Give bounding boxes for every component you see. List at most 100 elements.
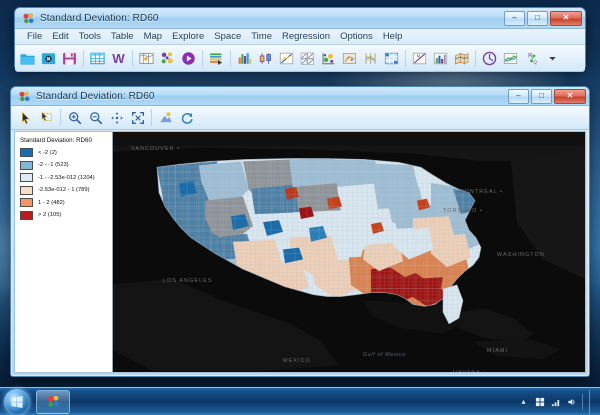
- toolbar-overflow-icon[interactable]: [542, 48, 563, 69]
- open-project-icon[interactable]: [17, 48, 38, 69]
- geoda-main-window[interactable]: Standard Deviation: RD60 – □ ✕ File Edit…: [14, 7, 586, 72]
- map-label-miami: MIAMI: [487, 348, 509, 354]
- menu-explore[interactable]: Explore: [172, 31, 205, 42]
- legend-item[interactable]: 1 - 2 (482): [20, 198, 109, 207]
- legend-swatch: [20, 148, 33, 157]
- menu-options[interactable]: Options: [340, 31, 373, 42]
- geoda-map-icon: [18, 90, 31, 103]
- menu-regression[interactable]: Regression: [282, 31, 331, 42]
- menu-map[interactable]: Map: [143, 31, 163, 42]
- menu-tools[interactable]: Tools: [78, 31, 101, 42]
- legend-item[interactable]: -1 - -2.53e-012 (1204): [20, 173, 109, 182]
- map-movie-icon[interactable]: [178, 48, 199, 69]
- menu-help[interactable]: Help: [382, 31, 403, 42]
- legend-label: -1 - -2.53e-012 (1204): [38, 174, 95, 181]
- zoom-out-icon[interactable]: [85, 107, 106, 128]
- map-canvas[interactable]: VANCOUVER • LOS ANGELES MONTRÉAL • TORON…: [113, 132, 585, 372]
- map-toolbar[interactable]: [11, 106, 589, 130]
- windows-taskbar[interactable]: ▴: [0, 387, 600, 415]
- map-label-toronto: TORONTO •: [443, 208, 484, 214]
- getis-ord-icon[interactable]: [451, 48, 472, 69]
- refresh-icon[interactable]: [176, 107, 197, 128]
- legend-item[interactable]: > 2 (105): [20, 210, 109, 220]
- pan-icon[interactable]: [106, 107, 127, 128]
- fit-to-window-icon[interactable]: [127, 107, 148, 128]
- categories-editor-icon[interactable]: [206, 48, 227, 69]
- tray-volume-icon[interactable]: [566, 396, 577, 407]
- map-label-havana: HAVANA •: [453, 370, 486, 372]
- maximize-button[interactable]: □: [527, 10, 548, 26]
- choropleth-map[interactable]: [113, 132, 585, 372]
- add-basemap-icon[interactable]: [155, 107, 176, 128]
- histogram-icon[interactable]: [234, 48, 255, 69]
- tray-show-hidden-icon[interactable]: ▴: [521, 397, 526, 406]
- map-body: Standard Deviation: RD60 < -2 (2) -2 - -…: [14, 131, 586, 373]
- menu-file[interactable]: File: [27, 31, 43, 42]
- legend-label: -2 - -1 (523): [38, 162, 69, 168]
- legend-label: > 2 (105): [38, 212, 62, 218]
- map-window-titlebar[interactable]: Standard Deviation: RD60 – □ ✕: [11, 87, 589, 106]
- legend-label: -2.53e-012 - 1 (789): [38, 187, 90, 193]
- map-minimize-button[interactable]: –: [508, 88, 529, 104]
- map-legend[interactable]: Standard Deviation: RD60 < -2 (2) -2 - -…: [15, 132, 113, 372]
- tray-action-center-icon[interactable]: [534, 396, 545, 407]
- regression-icon[interactable]: R Q: [521, 48, 542, 69]
- bubble-chart-icon[interactable]: [318, 48, 339, 69]
- tray-divider: [582, 393, 583, 410]
- tray-network-icon[interactable]: [550, 396, 561, 407]
- main-toolbar[interactable]: W: [15, 45, 585, 72]
- menu-table[interactable]: Table: [110, 31, 134, 42]
- legend-swatch: [20, 173, 33, 182]
- main-window-title: Standard Deviation: RD60: [40, 12, 159, 24]
- legend-item[interactable]: -2 - -1 (523): [20, 160, 109, 170]
- map-toolbar-separator: [60, 109, 61, 126]
- show-desktop-button[interactable]: [589, 389, 596, 414]
- time-player-icon[interactable]: [479, 48, 500, 69]
- legend-item[interactable]: -2.53e-012 - 1 (789): [20, 185, 109, 195]
- scatterplot-icon[interactable]: [276, 48, 297, 69]
- toolbar-separator: [230, 49, 231, 67]
- legend-swatch: [20, 198, 33, 207]
- legend-item[interactable]: < -2 (2): [20, 148, 109, 157]
- map-maximize-button[interactable]: □: [531, 88, 552, 104]
- boxplot-icon[interactable]: [255, 48, 276, 69]
- map-window-controls[interactable]: – □ ✕: [508, 88, 586, 104]
- main-window-titlebar[interactable]: Standard Deviation: RD60 – □ ✕: [15, 8, 585, 29]
- minimize-button[interactable]: –: [504, 10, 525, 26]
- map-child-window[interactable]: Standard Deviation: RD60 – □ ✕: [10, 86, 590, 377]
- close-project-icon[interactable]: [38, 48, 59, 69]
- svg-text:Q: Q: [533, 59, 537, 65]
- legend-swatch: [20, 160, 33, 170]
- main-menubar[interactable]: File Edit Tools Table Map Explore Space …: [15, 29, 585, 45]
- weights-manager-icon[interactable]: W: [108, 48, 129, 69]
- cartogram-icon[interactable]: [157, 48, 178, 69]
- start-orb[interactable]: [4, 388, 30, 415]
- toolbar-separator: [475, 49, 476, 67]
- main-window-controls[interactable]: – □ ✕: [504, 10, 582, 26]
- select-pointer-icon[interactable]: [15, 107, 36, 128]
- rectangle-select-icon[interactable]: [36, 107, 57, 128]
- map-label-gulf-of-mexico: Gulf of Mexico: [363, 352, 406, 358]
- svg-text:R: R: [528, 52, 533, 59]
- system-tray[interactable]: ▴: [518, 393, 589, 410]
- parallel-coordinate-icon[interactable]: [360, 48, 381, 69]
- map-label-montreal: MONTRÉAL •: [459, 189, 504, 195]
- 3d-plot-icon[interactable]: [339, 48, 360, 69]
- taskbar-geoda-button[interactable]: [36, 389, 70, 414]
- menu-edit[interactable]: Edit: [52, 31, 69, 42]
- table-icon[interactable]: [87, 48, 108, 69]
- averages-chart-icon[interactable]: [500, 48, 521, 69]
- map-icon[interactable]: [136, 48, 157, 69]
- menu-space[interactable]: Space: [214, 31, 242, 42]
- lisa-scatter-icon[interactable]: M: [409, 48, 430, 69]
- cluster-map-icon[interactable]: [430, 48, 451, 69]
- map-close-button[interactable]: ✕: [554, 88, 586, 104]
- scatterplot-matrix-icon[interactable]: [297, 48, 318, 69]
- conditional-plot-icon[interactable]: [381, 48, 402, 69]
- geoda-app-icon: [22, 12, 35, 25]
- map-label-los-angeles: LOS ANGELES: [163, 278, 213, 284]
- close-button[interactable]: ✕: [550, 10, 582, 26]
- zoom-in-icon[interactable]: [64, 107, 85, 128]
- menu-time[interactable]: Time: [251, 31, 272, 42]
- save-project-icon[interactable]: [59, 48, 80, 69]
